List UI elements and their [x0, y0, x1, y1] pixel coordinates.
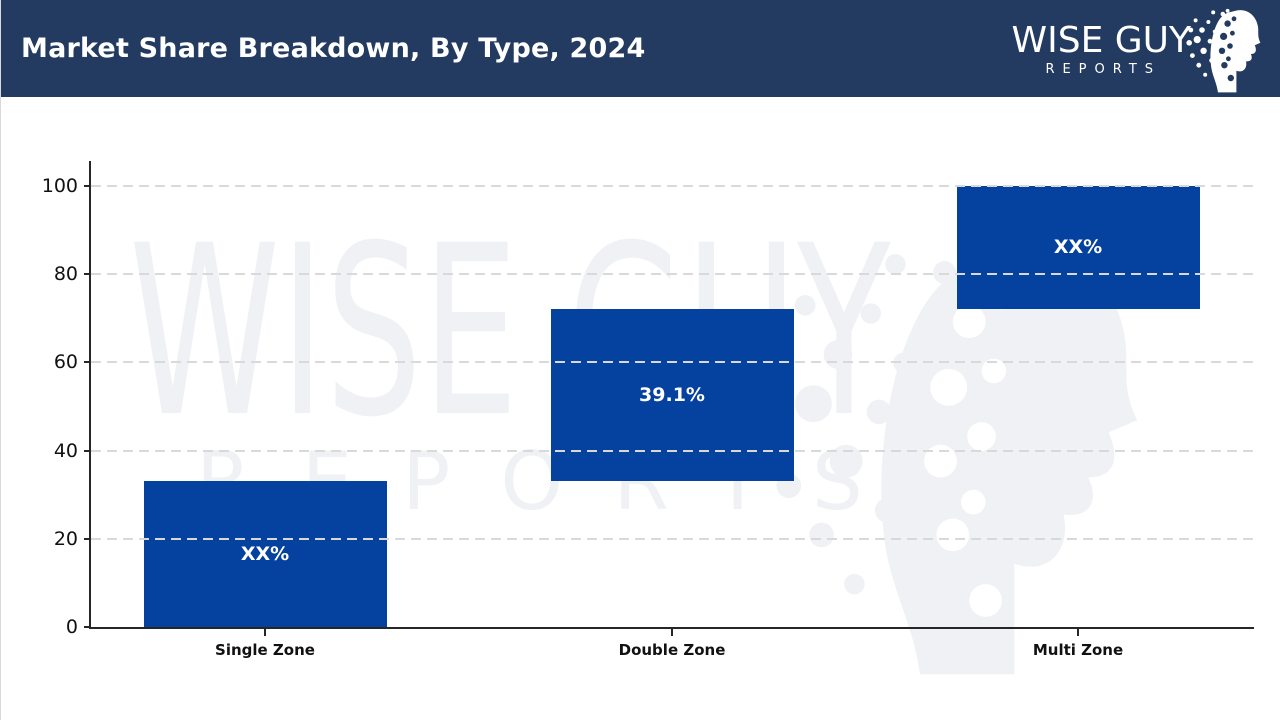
- y-tick-label: 40: [53, 439, 78, 462]
- y-tick-label: 100: [41, 175, 78, 197]
- bar: [956, 186, 1200, 309]
- grid-line: [91, 185, 1254, 187]
- grid-line: [91, 361, 1254, 364]
- y-tick: [84, 449, 91, 452]
- brand-subname: REPORTS: [1045, 62, 1162, 77]
- x-tick: [1077, 629, 1079, 636]
- y-tick: [84, 537, 91, 540]
- brand-logo: WISE GUY REPORTS: [1012, 6, 1270, 94]
- x-category-label: Double Zone: [618, 641, 726, 659]
- bar-value-label: XX%: [240, 543, 290, 565]
- bar-value-label: 39.1%: [639, 383, 705, 406]
- bar-value-label: XX%: [1053, 236, 1103, 259]
- x-axis-line: [89, 627, 1254, 629]
- brand-logo-text: WISE GUY REPORTS: [1011, 20, 1192, 78]
- y-tick-label: 80: [53, 263, 78, 286]
- bar: [143, 481, 387, 627]
- grid-line: [91, 537, 1254, 540]
- x-category-label: Multi Zone: [1032, 641, 1124, 659]
- x-tick: [671, 629, 673, 636]
- header-bar: Market Share Breakdown, By Type, 2024 WI…: [1, 0, 1280, 97]
- x-category-label: Single Zone: [215, 641, 315, 659]
- y-tick: [84, 626, 91, 628]
- y-tick: [84, 185, 91, 187]
- grid-line: [91, 449, 1254, 452]
- y-tick-label: 0: [65, 616, 78, 638]
- plot-area: WISE GUY REPORTS 0 20 40 60 80 100 XX% 39.1% XX%…: [1, 97, 1280, 720]
- chart-title: Market Share Breakdown, By Type, 2024: [21, 33, 646, 64]
- y-tick-label: 60: [53, 351, 78, 374]
- y-tick: [84, 273, 91, 276]
- face-profile-dots-icon: [1183, 6, 1269, 94]
- brand-name: WISE GUY: [1011, 20, 1192, 61]
- y-tick: [84, 361, 91, 364]
- grid-line: [91, 273, 1254, 276]
- x-tick: [264, 629, 266, 636]
- y-axis-line: [89, 161, 91, 629]
- y-tick-label: 20: [53, 527, 78, 550]
- bar: [550, 308, 794, 482]
